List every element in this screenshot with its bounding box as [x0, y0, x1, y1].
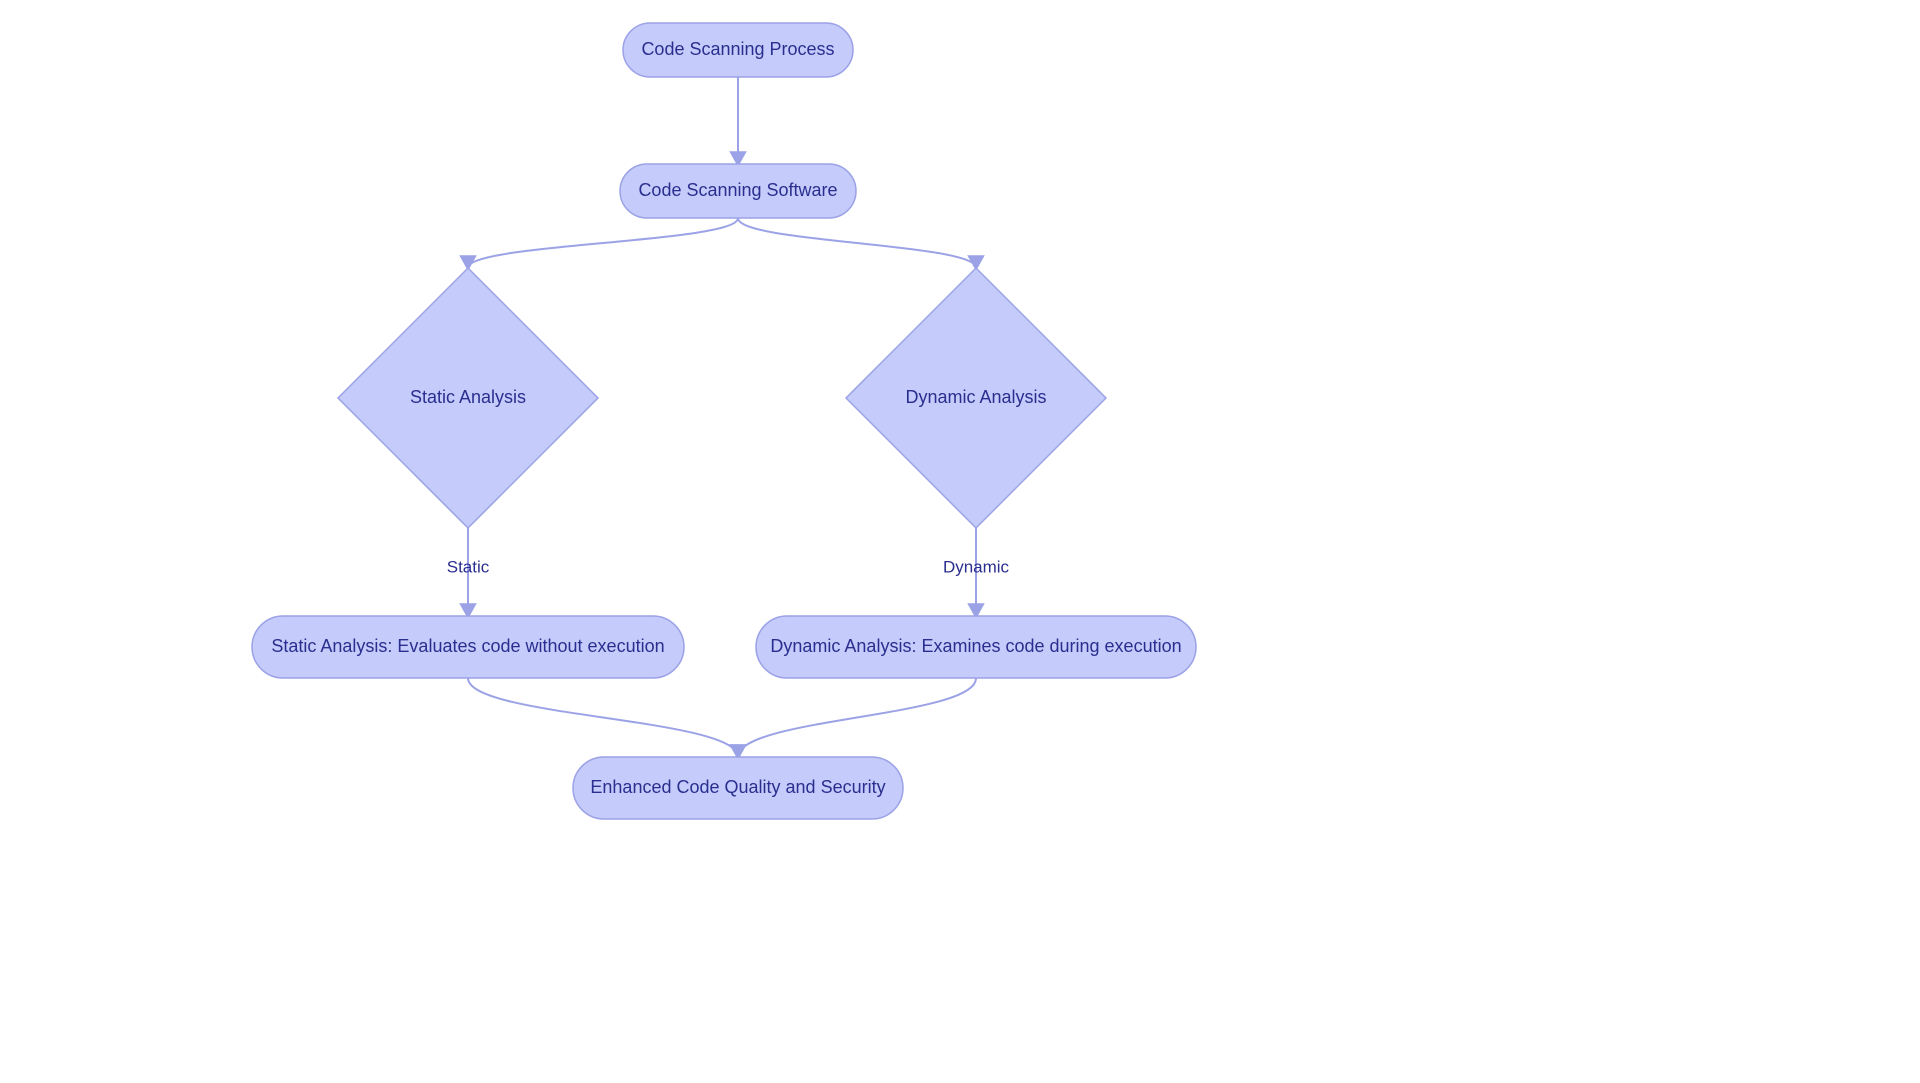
node-label-software: Code Scanning Software [638, 180, 837, 200]
node-label-static_p: Static Analysis: Evaluates code without … [271, 636, 664, 656]
edge-dynamic_p-result [738, 678, 976, 757]
node-label-dynamic_p: Dynamic Analysis: Examines code during e… [770, 636, 1181, 656]
edge-label-static_d-static_p: Static [447, 557, 490, 576]
node-label-result: Enhanced Code Quality and Security [590, 777, 885, 797]
edge-software-dynamic_d [738, 218, 976, 268]
edge-static_p-result [468, 678, 738, 757]
node-label-dynamic_d: Dynamic Analysis [905, 387, 1046, 407]
edge-label-dynamic_d-dynamic_p: Dynamic [943, 557, 1010, 576]
node-label-process: Code Scanning Process [641, 39, 834, 59]
node-label-static_d: Static Analysis [410, 387, 526, 407]
edge-software-static_d [468, 218, 738, 268]
flowchart-canvas: Code Scanning Process Code Scanning Softw… [0, 0, 1920, 1083]
